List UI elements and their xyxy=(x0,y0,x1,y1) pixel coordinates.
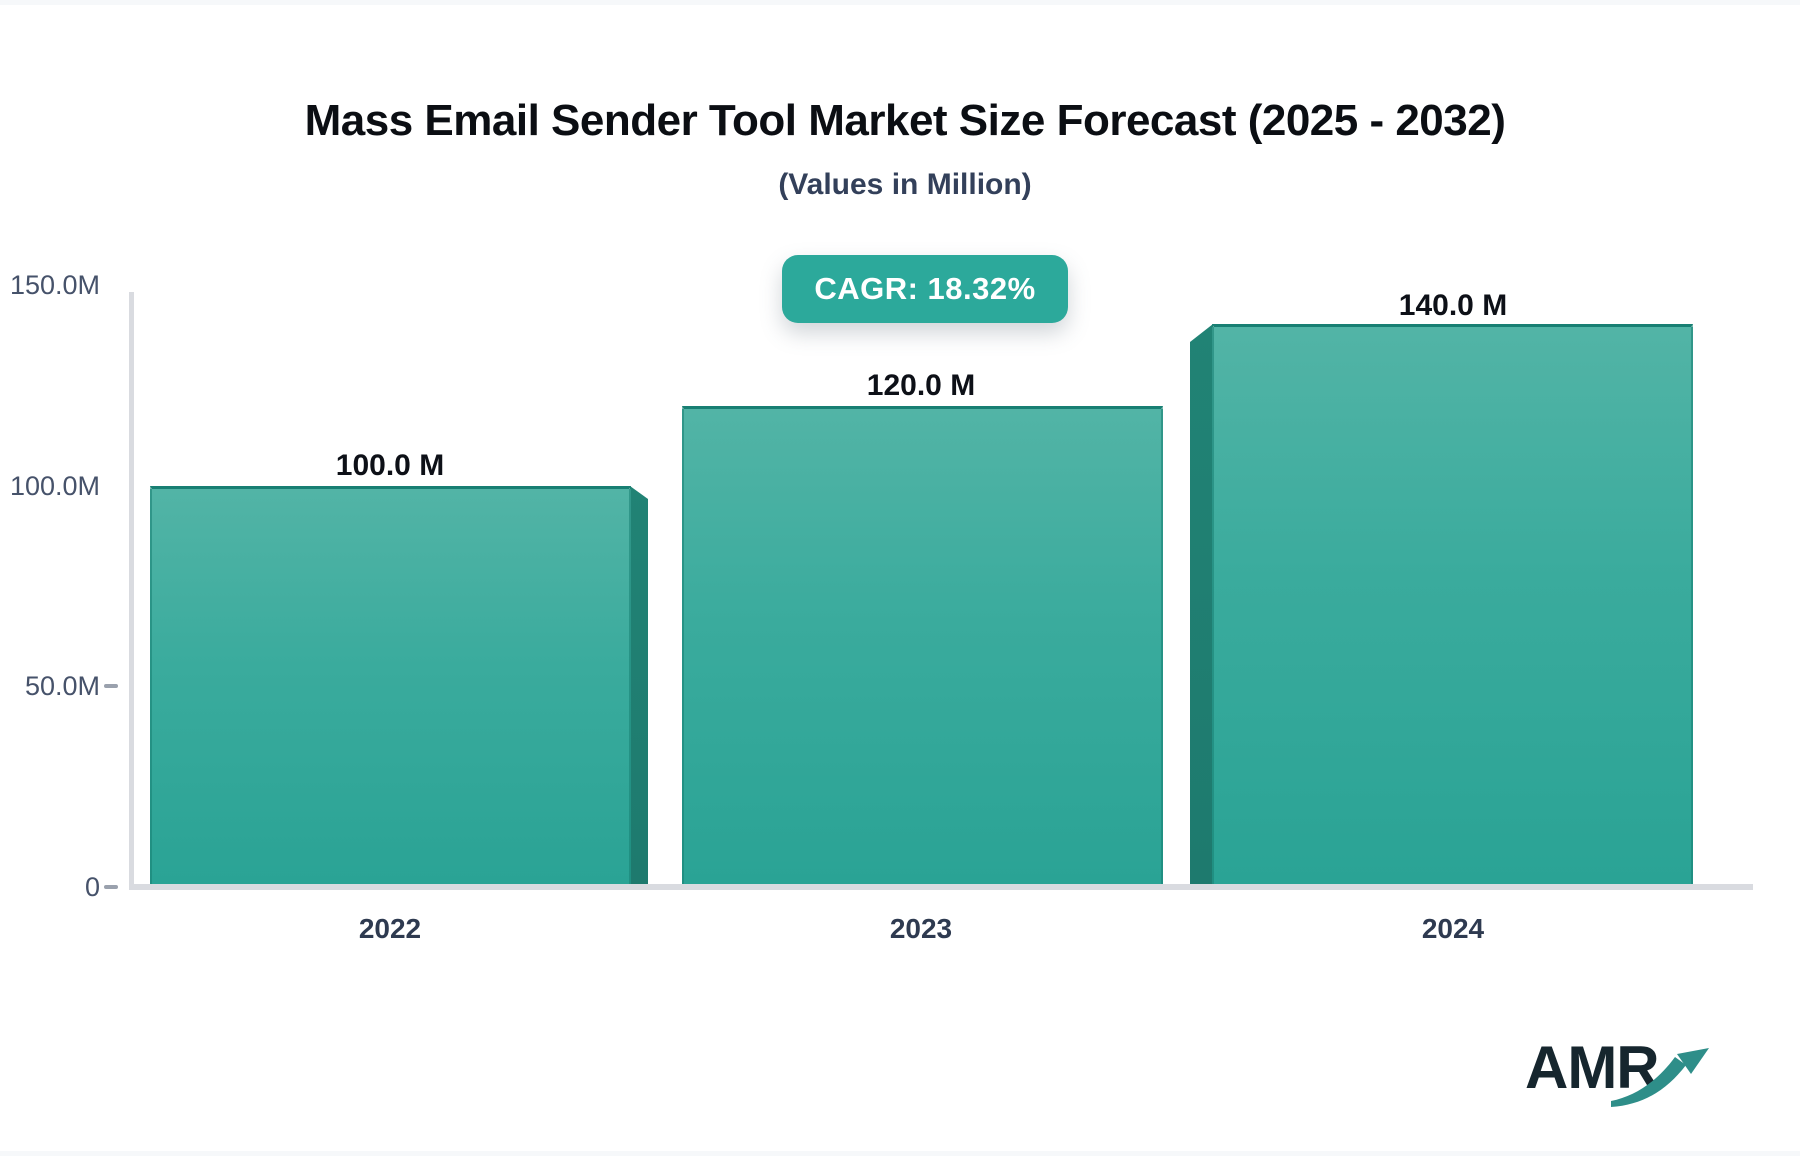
bar-value-label-2022: 100.0 M xyxy=(335,449,445,482)
y-tick-label-50: 50.0M xyxy=(24,671,100,701)
y-tick-label-100: 100.0M xyxy=(9,471,100,501)
cagr-badge: CAGR: 18.32% xyxy=(782,255,1068,323)
amr-logo: AMR xyxy=(1525,1038,1745,1118)
chart-title: Mass Email Sender Tool Market Size Forec… xyxy=(304,96,1506,145)
bar-2023 xyxy=(682,406,1163,886)
y-axis-line xyxy=(129,292,134,888)
bar-2024 xyxy=(1212,324,1693,886)
amr-logo-text: AMR xyxy=(1525,1034,1660,1101)
x-axis-label-2022: 2022 xyxy=(358,913,422,944)
y-tick-label-150: 150.0M xyxy=(9,270,100,300)
bar-2022-side-face xyxy=(630,486,648,888)
page-bottom-border xyxy=(0,1151,1800,1156)
chart-subtitle: (Values in Million) xyxy=(778,168,1032,201)
bar-value-label-2023: 120.0 M xyxy=(866,369,976,402)
x-axis-label-2023: 2023 xyxy=(889,913,953,944)
x-axis-line xyxy=(129,884,1753,890)
cagr-badge-label: CAGR: 18.32% xyxy=(814,271,1036,306)
y-tick-mark-50 xyxy=(104,684,118,688)
y-tick-label-0: 0 xyxy=(84,872,100,902)
bar-2024-side-face xyxy=(1190,324,1213,886)
y-tick-mark-0 xyxy=(104,885,118,889)
x-axis-label-2024: 2024 xyxy=(1421,913,1485,944)
growth-arrow-icon xyxy=(1611,1048,1709,1107)
bar-2022 xyxy=(150,486,631,886)
bar-value-label-2024: 140.0 M xyxy=(1398,289,1508,322)
page-top-border xyxy=(0,0,1800,5)
